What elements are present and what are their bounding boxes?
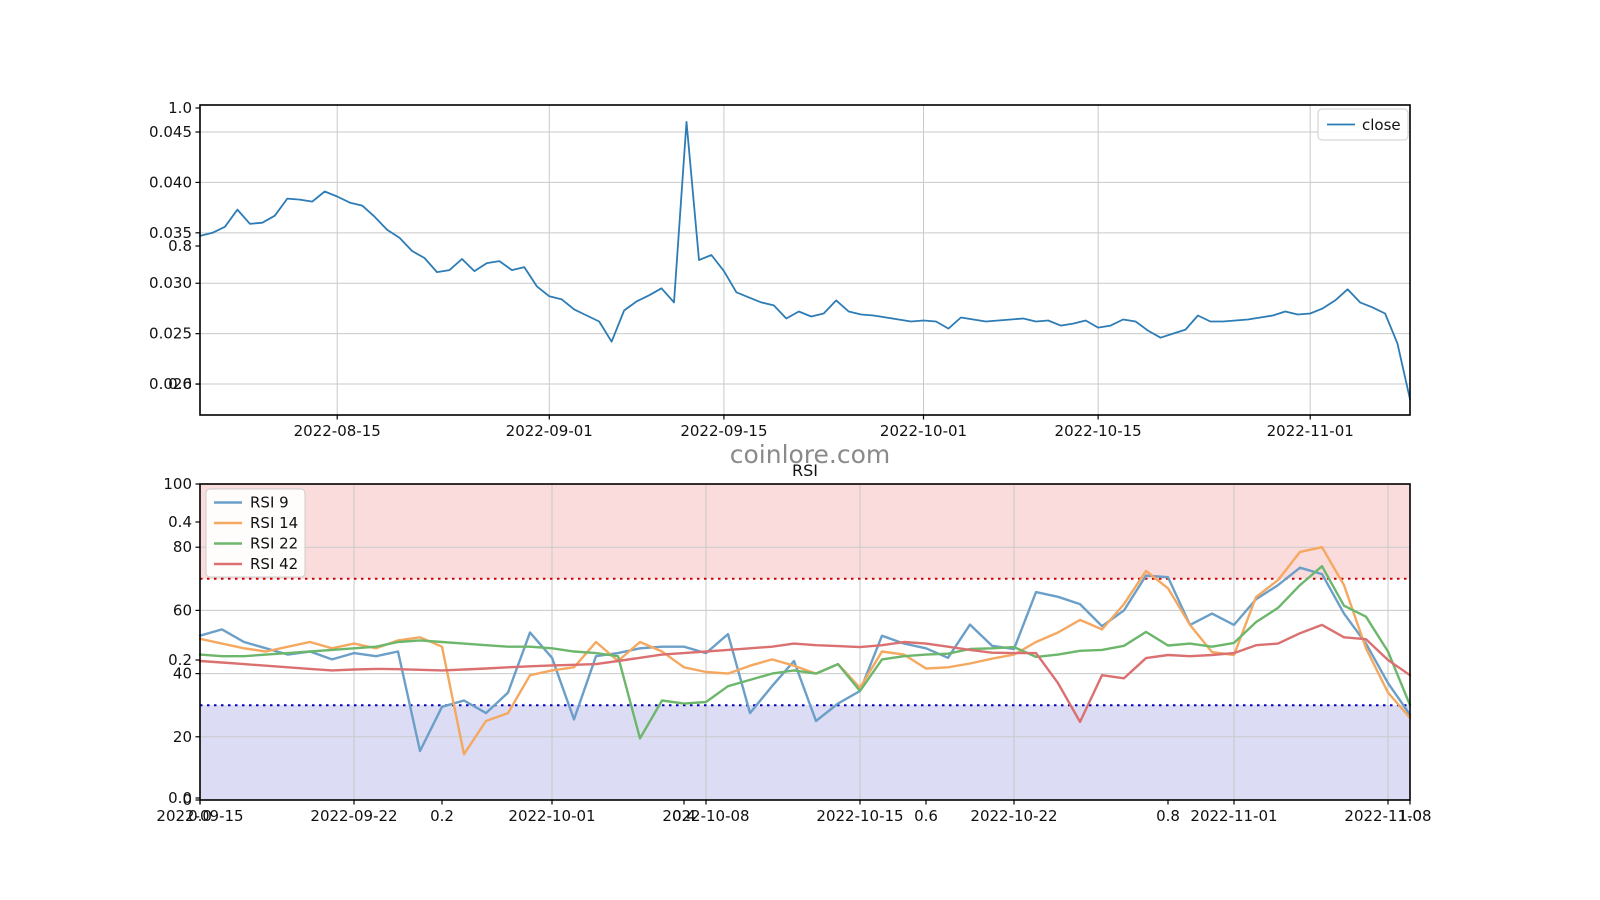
legend-label-close: close — [1362, 116, 1401, 134]
series-line-rsi-22 — [198, 565, 1412, 740]
overlay-x-tick-label: 0.8 — [1156, 807, 1180, 825]
rsi-chart-title: RSI — [792, 461, 818, 480]
legend-box — [205, 488, 306, 578]
y-tick-label: 0.045 — [149, 123, 192, 141]
x-tick-label: 2022-09-01 — [506, 422, 593, 440]
x-tick-label: 2022-10-15 — [1055, 422, 1142, 440]
x-tick-label: 2022-10-22 — [970, 807, 1057, 825]
threshold-band — [200, 484, 1410, 579]
series-line-rsi-14 — [198, 546, 1412, 756]
threshold-band — [200, 705, 1410, 800]
legend-label-rsi-9: RSI 9 — [250, 494, 289, 512]
x-tick-label: 2022-11-08 — [1344, 807, 1431, 825]
overlay-axis-labels: 0.0 0.2 0.4 0.6 0.8 1.0 0.0 0.2 0.4 0.6 0.8 1.0 — [168, 99, 1422, 825]
legend-label-rsi-42: RSI 42 — [250, 555, 298, 573]
y-tick-label: 100 — [163, 475, 192, 493]
series-line-rsi-42 — [198, 623, 1412, 724]
y-tick-label: 0 — [182, 791, 192, 809]
y-tick-label: 0.025 — [149, 325, 192, 343]
x-tick-label: 2022-09-15 — [156, 807, 243, 825]
overlay-y-tick-label: 0.2 — [168, 651, 192, 669]
overlay-y-tick-label: 0.6 — [168, 375, 192, 393]
y-tick-label: 40 — [173, 665, 192, 683]
x-tick-label: 2022-11-01 — [1267, 422, 1354, 440]
legend-label-rsi-14: RSI 14 — [250, 514, 298, 532]
overlay-x-tick-label: 0.6 — [914, 807, 938, 825]
rsi-chart: 2022-09-15 2022-09-22 2022-10-01 2022-10-08… — [156, 475, 1431, 825]
price-legend: close — [1317, 108, 1409, 141]
axes-frame — [199, 104, 1411, 416]
watermark: coinlore.com — [730, 440, 891, 469]
legend-box — [1317, 108, 1409, 141]
axes-frame — [199, 483, 1411, 801]
overlay-x-tick-label: 0.4 — [672, 807, 696, 825]
y-tick-label: 20 — [173, 728, 192, 746]
rsi-legend: RSI 9 RSI 14 RSI 22 RSI 42 — [205, 488, 306, 578]
x-tick-label: 2022-09-22 — [310, 807, 397, 825]
x-tick-label: 2022-10-08 — [662, 807, 749, 825]
tick-labels: 2022-08-15 2022-09-01 2022-09-15 2022-10-01… — [149, 123, 1354, 440]
gridlines — [200, 105, 1410, 415]
overlay-ticks: 0.0 0.2 0.4 0.6 0.8 1.0 0.0 0.2 0.4 0.6 0.8 1.0 — [168, 99, 1422, 825]
overlay-y-tick-label: 0.0 — [168, 789, 192, 807]
series-line-close — [199, 121, 1411, 401]
x-tick-label: 2022-09-15 — [680, 422, 767, 440]
y-tick-label: 0.030 — [149, 274, 192, 292]
overlay-x-tick-label: 0.0 — [188, 807, 212, 825]
y-tick-label: 0.020 — [149, 375, 192, 393]
y-tick-label: 60 — [173, 601, 192, 619]
x-tick-label: 2022-11-01 — [1190, 807, 1277, 825]
price-chart: 2022-08-15 2022-09-01 2022-09-15 2022-10-01… — [149, 104, 1411, 440]
legend-label-rsi-22: RSI 22 — [250, 535, 298, 553]
y-tick-label: 0.035 — [149, 224, 192, 242]
overlay-y-tick-label: 0.4 — [168, 513, 192, 531]
x-tick-label: 2022-10-01 — [880, 422, 967, 440]
tick-labels: 2022-09-15 2022-09-22 2022-10-01 2022-10-08… — [156, 475, 1431, 825]
overlay-y-tick-label: 0.8 — [168, 237, 192, 255]
overlay-y-tick-label: 1.0 — [168, 99, 192, 117]
overlay-x-tick-label: 0.2 — [430, 807, 454, 825]
x-tick-label: 2022-10-15 — [816, 807, 903, 825]
x-tick-label: 2022-10-01 — [508, 807, 595, 825]
x-tick-label: 2022-08-15 — [294, 422, 381, 440]
series-line-rsi-9 — [198, 566, 1412, 753]
y-tick-label: 0.040 — [149, 173, 192, 191]
overlay-x-tick-label: 1.0 — [1398, 807, 1422, 825]
y-tick-label: 80 — [173, 538, 192, 556]
